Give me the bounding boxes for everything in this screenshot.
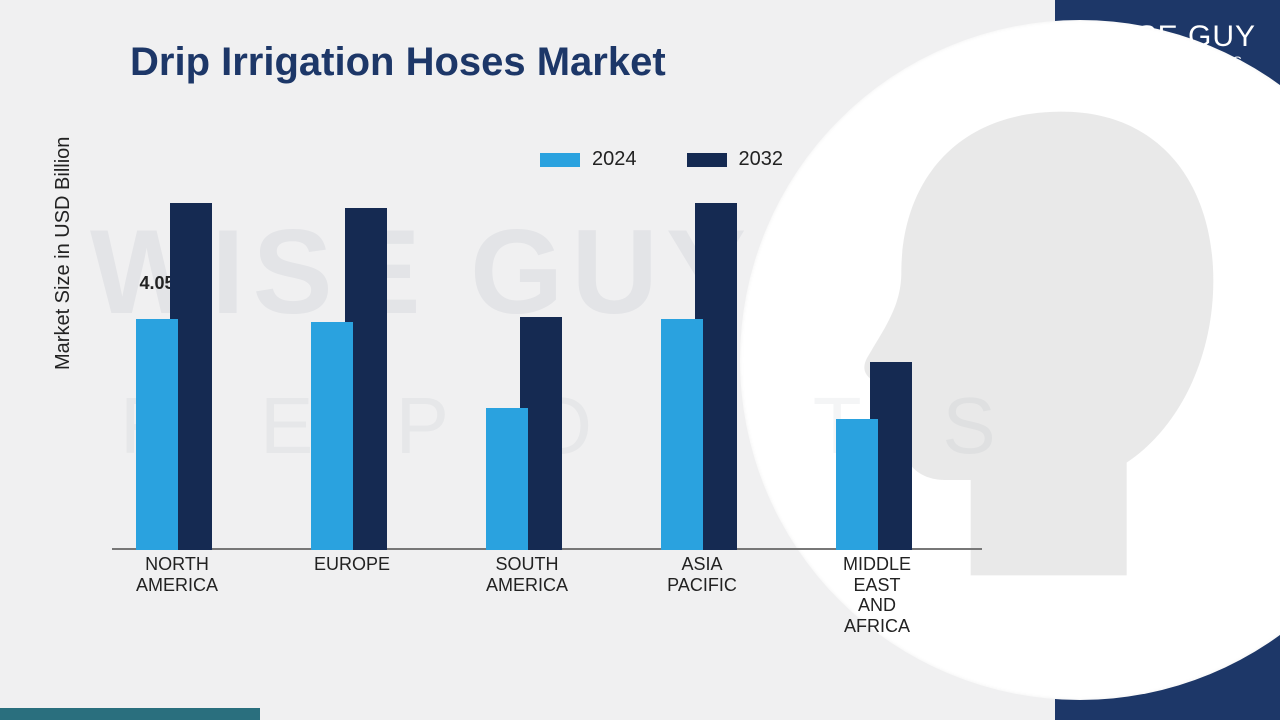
- category-label: NORTH AMERICA: [112, 554, 242, 595]
- brand-name: WISE GUY: [1098, 22, 1256, 52]
- category-label: SOUTH AMERICA: [462, 554, 592, 595]
- page: Drip Irrigation Hoses Market WISE GUY RE…: [0, 0, 1280, 720]
- category-label: EUROPE: [287, 554, 417, 575]
- bar-2024: [836, 419, 878, 550]
- plot-area: 4.05: [112, 180, 982, 550]
- legend: 2024 2032: [540, 148, 783, 171]
- chart: Market Size in USD Billion 2024 2032 4.0…: [60, 150, 1030, 630]
- brand-dots-icon: [1037, 22, 1085, 70]
- bar-2024: [136, 319, 178, 550]
- brand-subtitle: REPORTS: [1098, 54, 1256, 68]
- category-label: MIDDLE EAST AND AFRICA: [812, 554, 942, 637]
- legend-item-2024: 2024: [540, 148, 637, 171]
- bar-2024: [486, 408, 528, 550]
- legend-label-2024: 2024: [592, 148, 637, 171]
- legend-swatch-2024: [540, 153, 580, 167]
- bar-2024: [311, 322, 353, 550]
- chart-title: Drip Irrigation Hoses Market: [130, 40, 666, 85]
- bottom-accent-bar: [0, 708, 260, 720]
- legend-swatch-2032: [687, 153, 727, 167]
- brand-logo: WISE GUY REPORTS: [1098, 22, 1256, 68]
- legend-item-2032: 2032: [687, 148, 784, 171]
- bar-2024: [661, 319, 703, 550]
- y-axis-label: Market Size in USD Billion: [52, 137, 75, 370]
- category-label: ASIA PACIFIC: [637, 554, 767, 595]
- legend-label-2032: 2032: [739, 148, 784, 171]
